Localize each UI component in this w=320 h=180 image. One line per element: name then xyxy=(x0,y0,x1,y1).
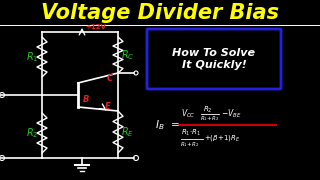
Text: C: C xyxy=(107,73,113,82)
FancyBboxPatch shape xyxy=(147,29,281,89)
Text: $R_E$: $R_E$ xyxy=(122,125,134,139)
Text: $-V_{BE}$: $-V_{BE}$ xyxy=(221,108,242,120)
Text: E: E xyxy=(105,102,111,111)
Text: $R_C$: $R_C$ xyxy=(121,48,135,62)
Text: $+(\beta\!+\!1)R_E$: $+(\beta\!+\!1)R_E$ xyxy=(204,133,241,143)
Text: +12V: +12V xyxy=(85,24,106,30)
Text: $R_1$: $R_1$ xyxy=(26,50,38,64)
Text: $R_2$: $R_2$ xyxy=(203,105,212,115)
Text: $V_{CC}$: $V_{CC}$ xyxy=(181,108,196,120)
Text: =: = xyxy=(171,120,180,130)
Text: $I_B$: $I_B$ xyxy=(155,118,164,132)
Text: $R_1{\cdot}R_1$: $R_1{\cdot}R_1$ xyxy=(181,128,201,138)
Text: $R_1\!+\!R_2$: $R_1\!+\!R_2$ xyxy=(180,141,199,149)
Text: B: B xyxy=(83,94,89,103)
Text: How To Solve
It Quickly!: How To Solve It Quickly! xyxy=(172,48,255,70)
Text: Voltage Divider Bias: Voltage Divider Bias xyxy=(41,3,279,23)
Text: $R_2$: $R_2$ xyxy=(26,126,38,140)
Text: $R_1\!+\!R_2$: $R_1\!+\!R_2$ xyxy=(200,114,219,123)
